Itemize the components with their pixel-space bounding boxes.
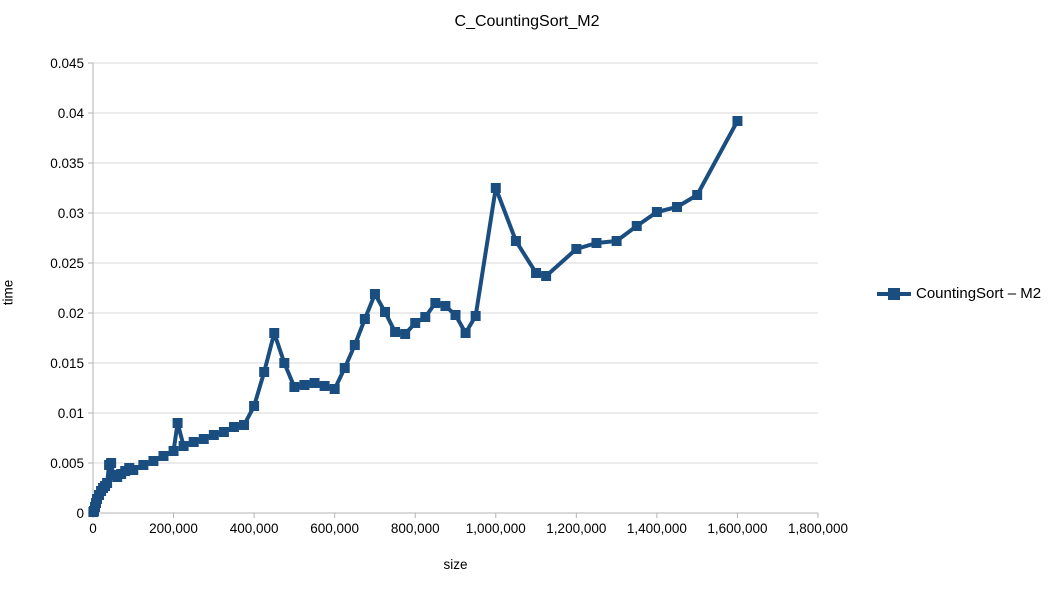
series-line	[91, 119, 740, 514]
legend: CountingSort – M2	[877, 285, 1041, 302]
data-point-marker	[651, 207, 662, 217]
legend-square-marker-icon	[888, 287, 900, 300]
data-point-marker	[510, 236, 521, 246]
x-tick-label: 600,000	[310, 521, 359, 536]
x-axis-title: size	[443, 557, 468, 572]
data-point-marker	[450, 310, 461, 320]
chart-title: C_CountingSort_M2	[454, 13, 600, 30]
data-point-marker	[369, 289, 380, 299]
data-point-marker	[359, 314, 370, 324]
y-tick-label: 0.005	[50, 456, 84, 471]
data-point-marker	[259, 367, 270, 377]
y-tick-label: 0.01	[58, 406, 84, 421]
data-point-marker	[541, 271, 552, 281]
data-point-marker	[672, 202, 683, 212]
y-tick-label: 0.02	[58, 306, 84, 321]
x-tick-label: 800,000	[391, 521, 440, 536]
data-point-marker	[178, 441, 189, 451]
data-point-marker	[611, 236, 622, 246]
y-tick-label: 0.015	[50, 356, 84, 371]
data-point-marker	[279, 358, 290, 368]
data-point-marker	[531, 268, 542, 278]
data-point-marker	[102, 478, 113, 488]
y-tick-label: 0.035	[50, 156, 84, 171]
data-point-marker	[106, 458, 117, 468]
x-tick-label: 1,000,000	[466, 521, 526, 536]
data-point-marker	[269, 328, 280, 338]
y-tick-label: 0.045	[50, 56, 84, 71]
y-tick-label: 0.025	[50, 256, 84, 271]
data-point-marker	[128, 465, 139, 475]
x-tick-label: 400,000	[230, 521, 279, 536]
data-point-marker	[490, 183, 501, 193]
data-point-marker	[218, 427, 229, 437]
y-tick-label: 0.03	[58, 206, 84, 221]
data-point-marker	[571, 244, 582, 254]
data-point-marker	[148, 456, 159, 466]
data-point-marker	[470, 311, 481, 321]
data-point-marker	[349, 340, 360, 350]
data-point-marker	[198, 434, 209, 444]
x-tick-label: 1,800,000	[788, 521, 848, 536]
data-point-marker	[460, 328, 471, 338]
data-point-marker	[631, 221, 642, 231]
x-tick-label: 1,400,000	[627, 521, 687, 536]
data-point-marker	[239, 420, 250, 430]
data-point-marker	[228, 422, 239, 432]
y-tick-label: 0	[76, 506, 84, 521]
data-point-marker	[168, 446, 179, 456]
y-tick-label: 0.04	[58, 106, 85, 121]
data-point-marker	[172, 418, 183, 428]
legend-label: CountingSort – M2	[916, 285, 1042, 302]
data-point-marker	[430, 298, 441, 308]
data-point-marker	[339, 363, 350, 373]
data-point-marker	[188, 437, 199, 447]
data-point-marker	[289, 382, 300, 392]
data-point-marker	[390, 327, 401, 337]
data-point-marker	[400, 329, 411, 339]
data-point-marker	[410, 318, 421, 328]
data-point-marker	[299, 380, 310, 390]
data-point-marker	[158, 451, 169, 461]
data-point-marker	[208, 430, 219, 440]
data-point-marker	[319, 381, 330, 391]
data-point-marker	[329, 384, 340, 394]
data-point-marker	[309, 378, 320, 388]
data-point-marker	[692, 190, 703, 200]
data-point-marker	[249, 401, 260, 411]
x-tick-label: 200,000	[149, 521, 198, 536]
x-tick-label: 1,600,000	[707, 521, 767, 536]
data-point-marker	[138, 460, 149, 470]
data-point-marker	[420, 312, 431, 322]
x-tick-label: 0	[89, 521, 97, 536]
data-point-marker	[380, 307, 391, 317]
data-point-marker	[591, 238, 602, 248]
legend-series-line-icon	[877, 287, 911, 300]
data-point-marker	[440, 301, 451, 311]
data-point-marker	[732, 116, 743, 126]
x-tick-label: 1,200,000	[546, 521, 606, 536]
